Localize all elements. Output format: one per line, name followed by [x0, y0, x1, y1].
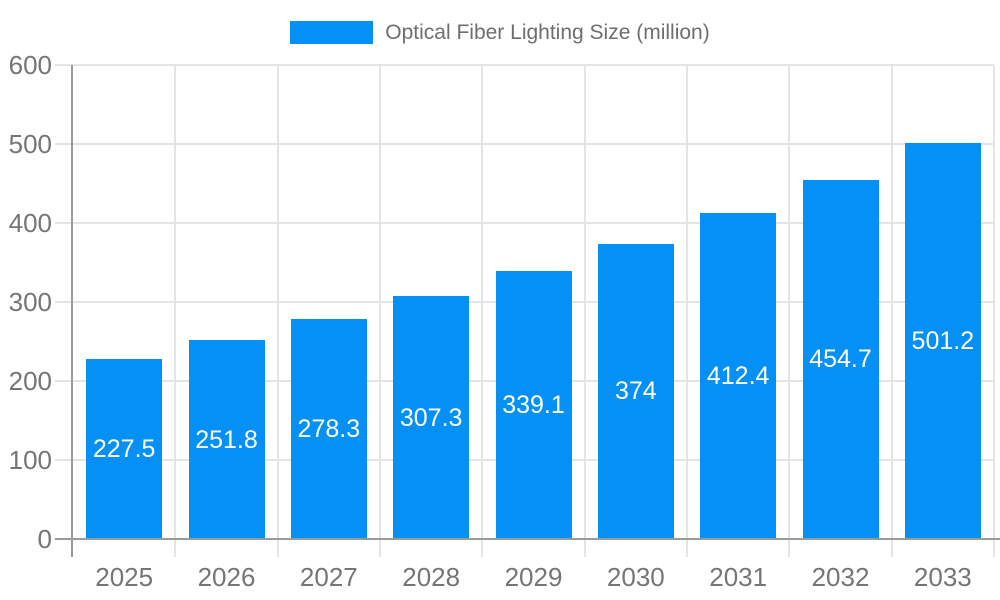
bar-value-label: 454.7: [809, 345, 872, 374]
bar-2031[interactable]: [700, 213, 777, 539]
x-axis-label: 2029: [504, 562, 563, 592]
x-axis-line: [55, 538, 1000, 540]
y-axis-label: 400: [8, 208, 52, 238]
legend-swatch: [290, 21, 374, 44]
vertical-gridline: [276, 65, 279, 557]
bar-2029[interactable]: [495, 271, 572, 539]
horizontal-gridline: [73, 143, 994, 145]
legend-label: Optical Fiber Lighting Size (million): [385, 21, 710, 44]
vertical-gridline: [481, 65, 484, 557]
y-axis-label: 300: [8, 287, 52, 317]
y-axis-label: 600: [8, 50, 52, 80]
horizontal-gridline: [73, 64, 994, 66]
y-axis-label: 500: [8, 129, 52, 159]
bar-value-label: 339.1: [502, 391, 565, 420]
y-axis-label: 0: [37, 524, 52, 554]
x-axis-label: 2030: [606, 562, 665, 592]
vertical-gridline: [583, 65, 586, 557]
bar-value-label: 278.3: [297, 415, 361, 444]
x-axis-label: 2026: [197, 562, 256, 592]
vertical-gridline: [379, 65, 381, 557]
vertical-gridline: [890, 65, 893, 557]
bar-value-label: 501.2: [911, 327, 975, 356]
vertical-gridline: [174, 65, 177, 557]
x-axis-label: 2027: [299, 562, 358, 592]
bar-2027[interactable]: [290, 319, 367, 539]
x-axis-label: 2028: [402, 562, 461, 592]
bar-2026[interactable]: [188, 340, 265, 539]
y-axis-tick: [55, 222, 73, 224]
y-axis-tick: [55, 459, 73, 461]
bar-value-label: 412.4: [706, 362, 770, 391]
x-axis-label: 2025: [95, 562, 154, 592]
bar-value-label: 227.5: [92, 435, 156, 464]
bar-2033[interactable]: [904, 143, 981, 539]
vertical-gridline: [993, 65, 995, 557]
vertical-gridline: [788, 65, 791, 557]
bar-2025[interactable]: [86, 359, 163, 539]
bar-value-label: 307.3: [399, 403, 463, 432]
y-axis-line: [71, 65, 73, 557]
bar-2032[interactable]: [802, 179, 879, 539]
y-axis-label: 200: [8, 366, 52, 396]
bar-value-label: 251.8: [195, 425, 258, 454]
legend[interactable]: Optical Fiber Lighting Size (million): [0, 21, 1000, 44]
x-axis-label: 2032: [811, 562, 870, 592]
vertical-gridline: [686, 65, 688, 557]
bar-value-label: 374: [614, 377, 657, 406]
y-axis-label: 100: [8, 445, 52, 475]
y-axis-tick: [55, 380, 73, 382]
x-axis-label: 2031: [709, 562, 768, 592]
y-axis-tick: [55, 143, 73, 145]
y-axis-tick: [55, 64, 73, 66]
y-axis-tick: [55, 301, 73, 303]
bar-2030[interactable]: [597, 243, 674, 539]
horizontal-gridline: [73, 222, 994, 224]
x-axis-label: 2033: [913, 562, 972, 592]
bar-2028[interactable]: [393, 296, 470, 539]
